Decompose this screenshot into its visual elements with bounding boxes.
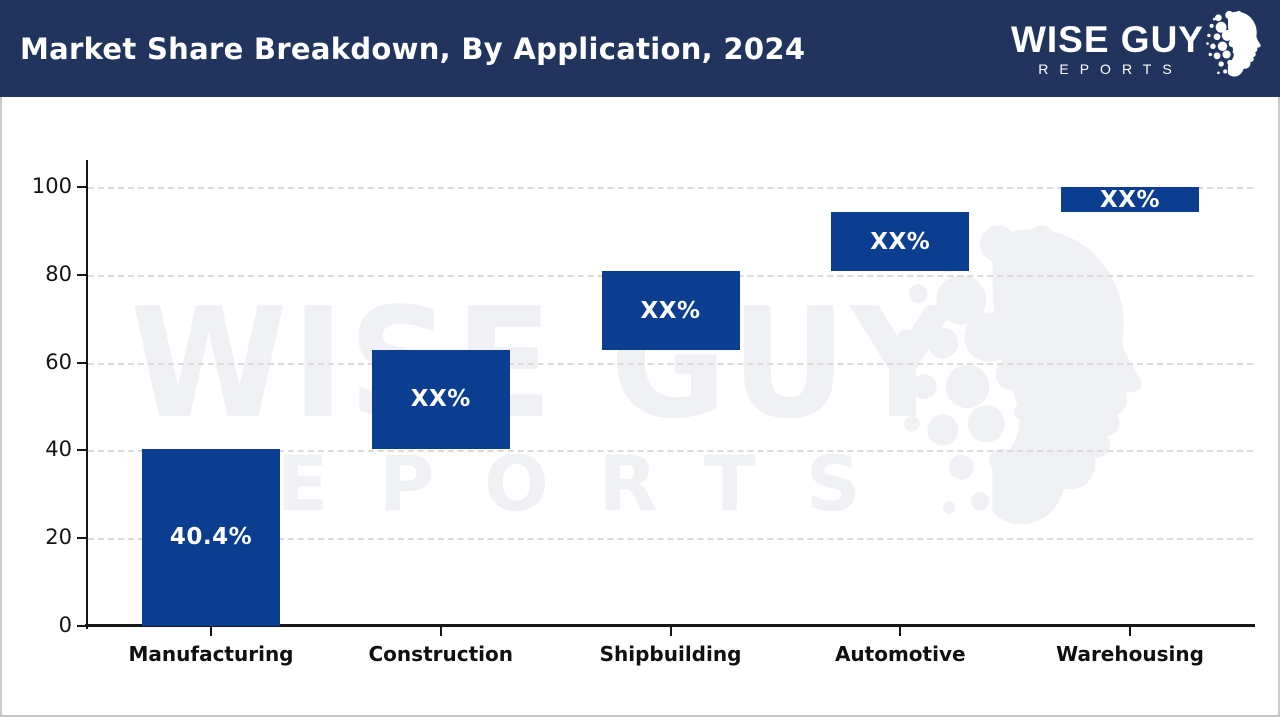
bar-manufacturing: 40.4%: [142, 448, 280, 626]
y-tick-mark: [77, 361, 86, 364]
x-axis-line: [85, 624, 1255, 627]
y-tick-label: 40: [45, 437, 72, 462]
gridline: [88, 187, 1253, 190]
x-tick-mark: [899, 627, 902, 636]
category-label: Manufacturing: [128, 642, 294, 666]
category-label: Automotive: [834, 642, 966, 666]
category-label: Shipbuilding: [599, 642, 742, 666]
figure-border-right: [1278, 97, 1280, 717]
y-tick-label: 20: [45, 525, 72, 550]
y-axis-line: [86, 160, 88, 629]
figure-border-left: [0, 97, 2, 717]
x-tick-mark: [1129, 627, 1131, 636]
bar-construction: XX%: [371, 349, 510, 449]
y-tick-label: 60: [45, 349, 72, 374]
watermark-subtext: REPORTS: [168, 439, 911, 528]
y-tick-mark: [77, 537, 86, 540]
category-label: Construction: [368, 642, 513, 666]
gridline: [88, 450, 1253, 453]
chart-title: Market Share Breakdown, By Application, …: [20, 31, 806, 66]
bar-value-label: XX%: [410, 386, 471, 413]
plot-area: 0 20 40 60 80 100 40.4% Manufacturing XX% Constru…: [32, 160, 1255, 666]
y-tick-mark: [77, 625, 86, 627]
gridline: [88, 362, 1253, 365]
bar-automotive: XX%: [831, 212, 970, 272]
bar-value-label: XX%: [870, 228, 931, 255]
y-tick-label: 80: [45, 261, 72, 286]
brand-logo: WISE GUY REPORTS: [1011, 8, 1266, 90]
y-tick-label: 100: [31, 174, 72, 199]
gridline: [88, 538, 1253, 541]
y-tick-mark: [77, 449, 86, 452]
x-tick-mark: [669, 627, 672, 636]
bar-warehousing: XX%: [1061, 186, 1199, 213]
x-tick-mark: [439, 627, 442, 636]
y-tick-mark: [77, 273, 86, 276]
figure-border-bottom: [0, 715, 1280, 717]
y-tick-mark: [77, 186, 86, 189]
header-bar: Market Share Breakdown, By Application, …: [0, 0, 1280, 97]
chart-canvas: WISE GUY REPORTS 0 20 40 60 80 100 40.4% Manufa…: [0, 97, 1280, 720]
category-label: Warehousing: [1056, 642, 1204, 666]
brand-wordmark: WISE GUY REPORTS: [1011, 21, 1204, 76]
x-tick-mark: [210, 627, 212, 636]
brand-subtitle: REPORTS: [1038, 61, 1183, 77]
bar-value-label: XX%: [1099, 186, 1160, 213]
brand-name: WISE GUY: [1010, 19, 1204, 60]
y-tick-label: 0: [58, 613, 72, 638]
head-icon: [1198, 8, 1266, 90]
bar-shipbuilding: XX%: [601, 271, 740, 350]
bar-value-label: XX%: [640, 297, 701, 324]
bar-value-label: 40.4%: [169, 524, 253, 551]
